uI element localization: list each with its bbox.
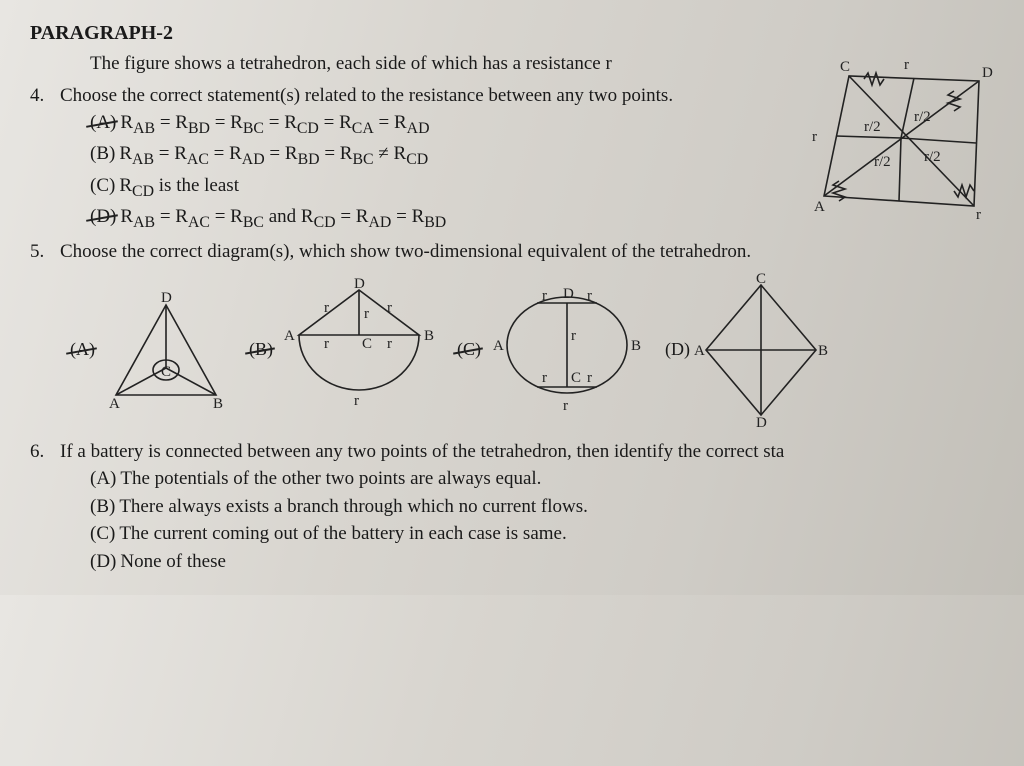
fig-half-r-1: r/2 xyxy=(864,119,881,135)
svg-text:D: D xyxy=(756,415,767,431)
q5-diagram-d: (D) A B C D xyxy=(665,275,826,425)
question-5: 5. Choose the correct diagram(s), which … xyxy=(30,239,994,425)
q6-number: 6. xyxy=(30,439,60,465)
paragraph-heading: PARAGRAPH-2 xyxy=(30,20,994,47)
q4-option-d-text: RAB = RAC = RBC and RCD = RAD = RBD xyxy=(120,204,446,233)
fig-half-r-4: r/2 xyxy=(874,154,891,170)
q5-diagram-a: (A) A B C D xyxy=(70,290,231,410)
svg-text:A: A xyxy=(493,338,504,354)
svg-text:r: r xyxy=(387,300,392,316)
svg-text:r: r xyxy=(542,288,547,304)
q5-diagram-b: (B) A B C D r r r r xyxy=(249,280,439,420)
q4-option-c-text: RCD is the least xyxy=(119,173,239,202)
question-4: 4. Choose the correct statement(s) relat… xyxy=(30,83,804,233)
svg-text:D: D xyxy=(161,290,172,306)
fig-edge-r-top: r xyxy=(904,57,909,73)
q4-stem: Choose the correct statement(s) related … xyxy=(60,83,804,109)
svg-text:r: r xyxy=(354,393,359,409)
fig-vertex-d: D xyxy=(982,65,993,81)
q4-option-a: (A) RAB = RBD = RBC = RCD = RCA = RAD xyxy=(90,110,804,139)
svg-text:D: D xyxy=(354,276,365,292)
q5-stem: Choose the correct diagram(s), which sho… xyxy=(60,239,994,265)
svg-text:D: D xyxy=(563,286,574,302)
svg-text:r: r xyxy=(563,398,568,414)
svg-text:r: r xyxy=(324,300,329,316)
q6-option-b: (B) There always exists a branch through… xyxy=(90,494,994,520)
q4-option-c: (C) RCD is the least xyxy=(90,173,804,202)
svg-text:A: A xyxy=(694,343,705,359)
q4-option-b: (B) RAB = RAC = RAD = RBD = RBC ≠ RCD xyxy=(90,141,804,170)
q6-option-a: (A) The potentials of the other two poin… xyxy=(90,466,994,492)
svg-text:B: B xyxy=(424,328,434,344)
svg-text:r: r xyxy=(587,370,592,386)
q4-option-b-text: RAB = RAC = RAD = RBD = RBC ≠ RCD xyxy=(119,141,428,170)
q6-option-d: (D) None of these xyxy=(90,549,994,575)
fig-half-r-2: r/2 xyxy=(914,109,931,125)
svg-text:B: B xyxy=(213,396,223,412)
svg-text:A: A xyxy=(109,396,120,412)
fig-vertex-b-r: r xyxy=(976,207,981,223)
fig-edge-r-left: r xyxy=(812,129,817,145)
svg-text:r: r xyxy=(324,336,329,352)
svg-text:r: r xyxy=(364,306,369,322)
q5-number: 5. xyxy=(30,239,60,265)
q4-option-a-text: RAB = RBD = RBC = RCD = RCA = RAD xyxy=(120,110,429,139)
svg-text:C: C xyxy=(571,370,581,386)
q5-diagram-c: (C) A B C D r r r xyxy=(457,280,647,420)
svg-text:r: r xyxy=(587,288,592,304)
svg-text:r: r xyxy=(387,336,392,352)
fig-vertex-c: C xyxy=(840,59,850,75)
q6-option-c: (C) The current coming out of the batter… xyxy=(90,521,994,547)
svg-text:B: B xyxy=(818,343,828,359)
svg-text:A: A xyxy=(284,328,295,344)
svg-text:C: C xyxy=(756,271,766,287)
svg-text:B: B xyxy=(631,338,641,354)
paragraph-intro: The figure shows a tetrahedron, each sid… xyxy=(30,51,804,77)
question-6: 6. If a battery is connected between any… xyxy=(30,439,994,575)
q4-number: 4. xyxy=(30,83,60,109)
svg-text:r: r xyxy=(571,328,576,344)
fig-vertex-a: A xyxy=(814,199,825,215)
q6-stem: If a battery is connected between any tw… xyxy=(60,439,994,465)
svg-text:C: C xyxy=(362,336,372,352)
tetrahedron-figure: A r C D r r r/2 r/2 r/2 r/2 xyxy=(804,51,994,229)
fig-half-r-3: r/2 xyxy=(924,149,941,165)
q4-option-d: (D) RAB = RAC = RBC and RCD = RAD = RBD xyxy=(90,204,804,233)
svg-text:r: r xyxy=(542,370,547,386)
svg-text:C: C xyxy=(161,364,171,380)
